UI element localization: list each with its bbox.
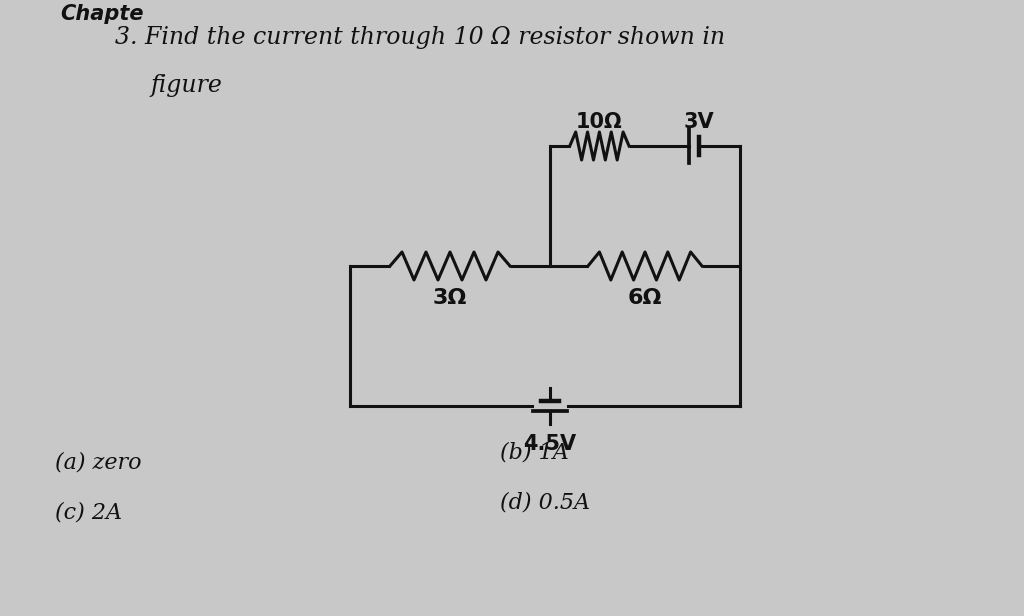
Text: 10Ω: 10Ω bbox=[577, 112, 623, 132]
Text: 3Ω: 3Ω bbox=[433, 288, 467, 308]
Text: 4.5V: 4.5V bbox=[523, 434, 577, 454]
Text: (c) 2A: (c) 2A bbox=[55, 501, 122, 523]
Text: 6Ω: 6Ω bbox=[628, 288, 663, 308]
Text: (a) zero: (a) zero bbox=[55, 451, 141, 473]
Text: 3V: 3V bbox=[684, 112, 715, 132]
Text: 3. Find the current through 10 Ω resistor shown in: 3. Find the current through 10 Ω resisto… bbox=[115, 26, 725, 49]
Text: figure: figure bbox=[150, 74, 222, 97]
Text: (b) 1A: (b) 1A bbox=[500, 441, 569, 463]
Text: Chapte: Chapte bbox=[60, 4, 143, 24]
Text: (d) 0.5A: (d) 0.5A bbox=[500, 491, 590, 513]
